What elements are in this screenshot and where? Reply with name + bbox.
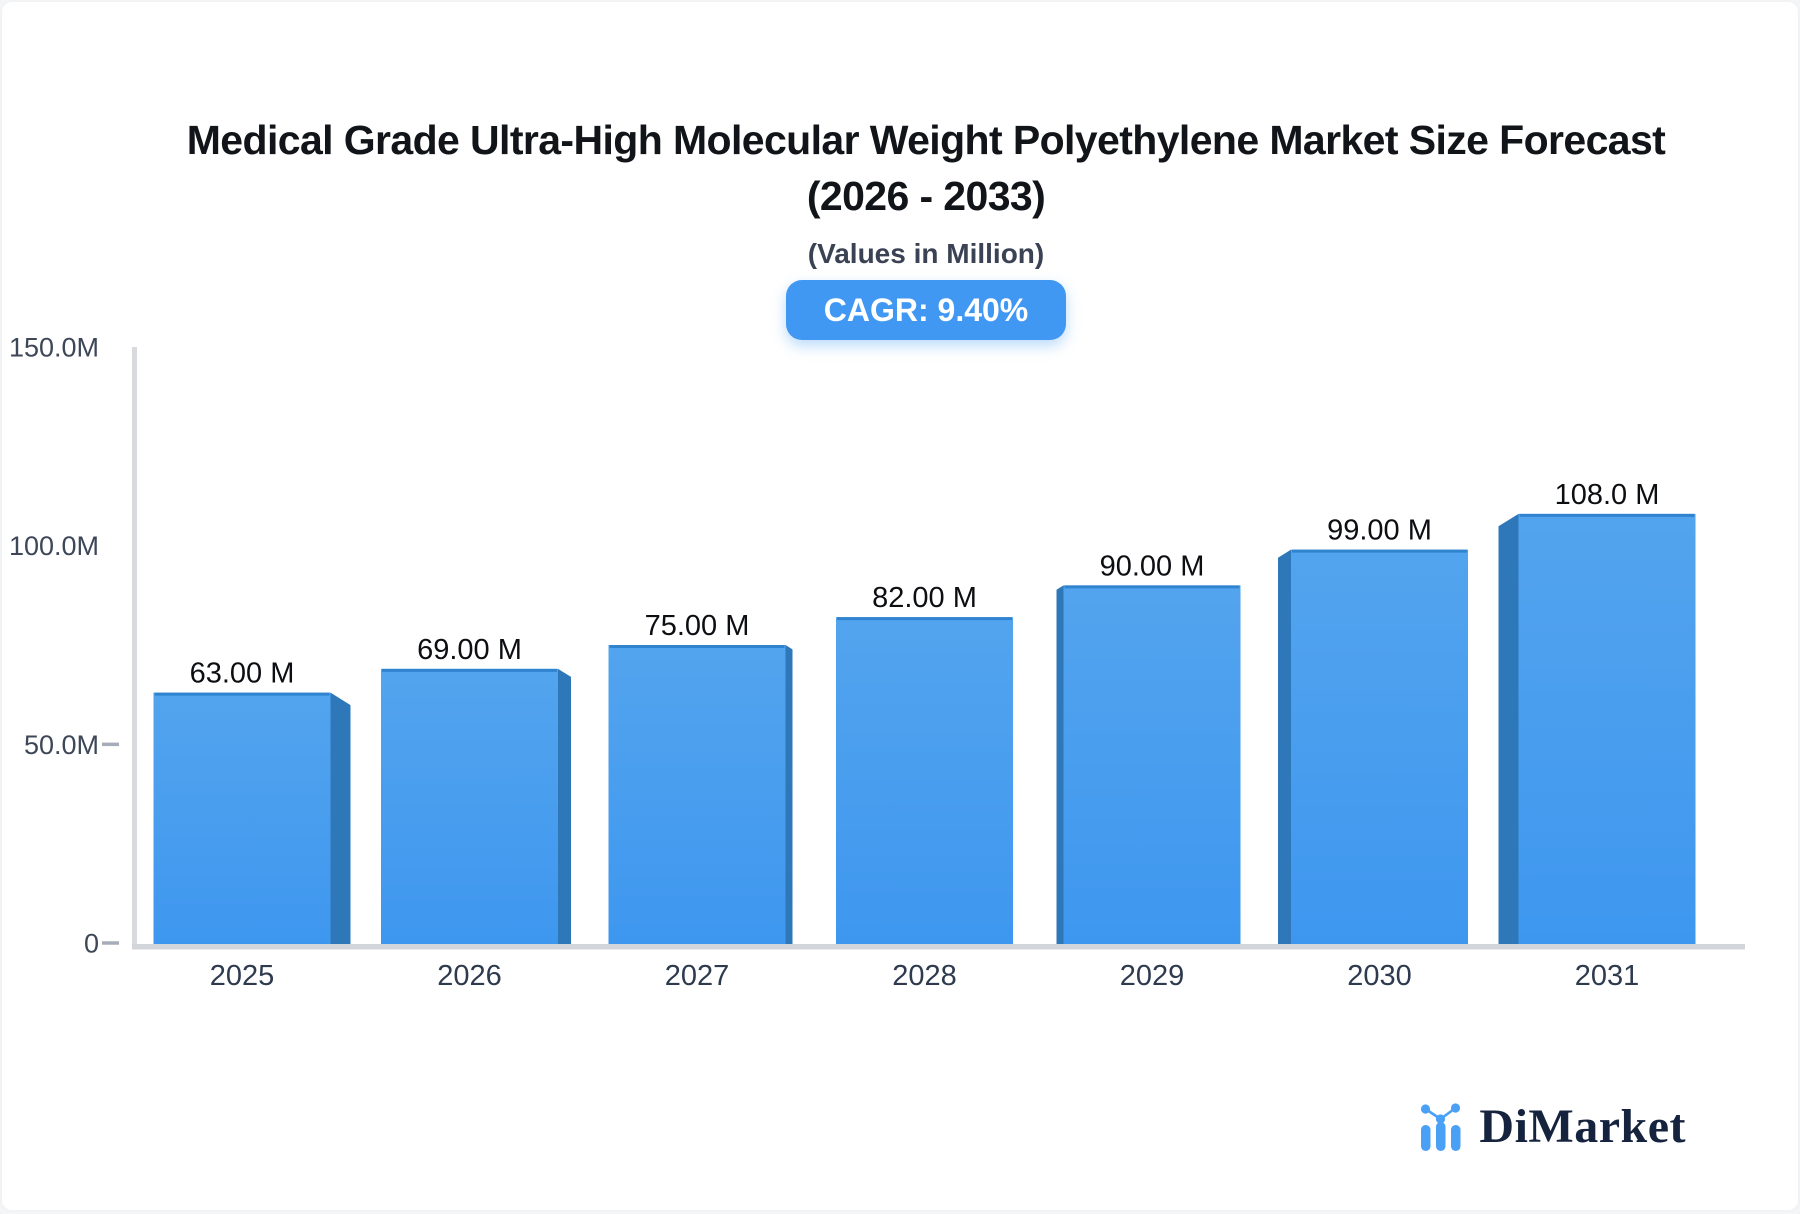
bar (1063, 585, 1241, 945)
y-axis-tick-label: 50.0M (24, 730, 99, 760)
bars (153, 513, 1696, 945)
bar-value-label: 99.00 M (1327, 515, 1432, 547)
bar-side-face (785, 645, 793, 945)
chart-title-line1: Medical Grade Ultra-High Molecular Weigh… (186, 117, 1666, 163)
y-axis-tick-label: 100.0M (9, 531, 99, 561)
bar-value-label: 63.00 M (190, 658, 295, 690)
bar (1291, 549, 1468, 945)
chart-title-line2: (2026 - 2033) (806, 173, 1046, 219)
bar-value-label: 108.0 M (1555, 479, 1660, 511)
x-axis-label: 2029 (1120, 960, 1185, 992)
cagr-badge: CAGR: 9.40% (785, 280, 1067, 340)
y-axis-line (132, 347, 137, 945)
chart-subtitle: (Values in Million) (807, 238, 1045, 269)
x-axis-label: 2026 (437, 960, 502, 992)
bar (1518, 513, 1696, 945)
bar-value-label: 82.00 M (872, 582, 977, 614)
bar-side-face (1498, 513, 1519, 945)
x-axis-label: 2030 (1347, 960, 1412, 992)
chart-labels: 63.00 M 2025 69.00 M 2026 75.00 M 2027 82.00 M… (190, 479, 1660, 992)
y-axis-tick-mark (102, 742, 119, 747)
bar-side-face (1056, 585, 1064, 945)
bar-side-face (330, 692, 351, 945)
x-axis-label: 2031 (1575, 960, 1640, 992)
x-axis-label: 2027 (665, 960, 730, 992)
bar-line-chart-icon (1421, 1103, 1461, 1151)
brand-logo-text: DiMarket (1479, 1099, 1686, 1153)
bar-value-label: 69.00 M (417, 634, 522, 666)
bar-value-label: 75.00 M (645, 610, 750, 642)
y-axis-tick-label: 150.0M (9, 333, 99, 363)
x-axis-label: 2025 (210, 960, 275, 992)
bar (836, 617, 1013, 945)
x-axis-baseline (132, 944, 1745, 950)
bar-value-label: 90.00 M (1100, 550, 1205, 582)
y-axis-tick-mark (102, 941, 119, 945)
bar (153, 692, 331, 945)
axes: 150.0M 100.0M 50.0M 0 (9, 333, 137, 959)
bar-side-face (1278, 549, 1291, 945)
x-axis-label: 2028 (892, 960, 957, 992)
bar (608, 645, 786, 945)
brand-logo: DiMarket (1415, 1094, 1686, 1158)
chart-header: Medical Grade Ultra-High Molecular Weigh… (50, 2, 1800, 340)
bar (381, 668, 558, 945)
y-axis-tick-label: 0 (84, 929, 99, 959)
axis-baseline-layer (132, 944, 1745, 950)
bar-side-face (558, 668, 571, 945)
